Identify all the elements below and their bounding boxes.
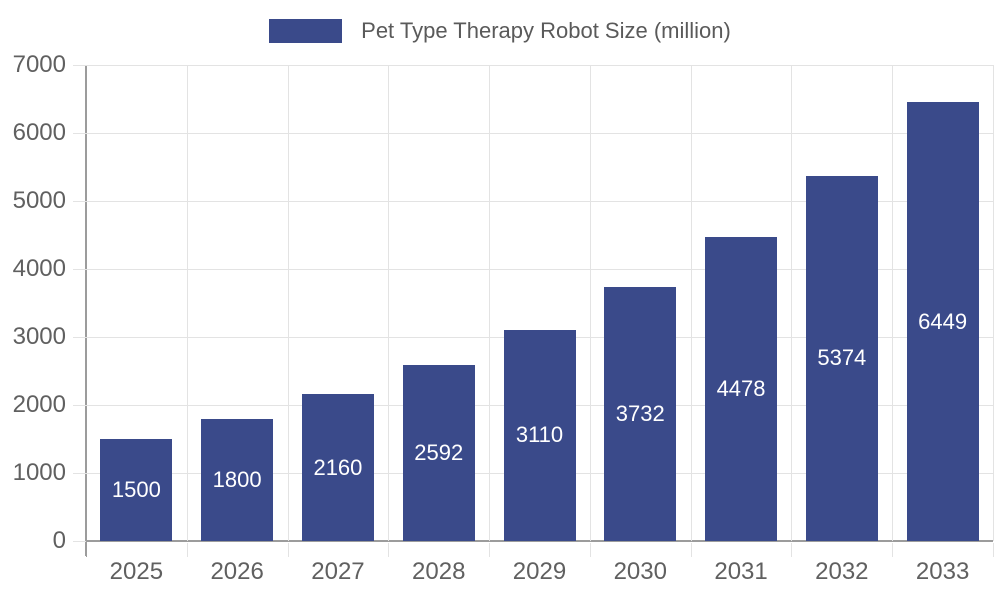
- bar-value-label: 3110: [515, 422, 564, 448]
- y-axis-line: [85, 65, 87, 556]
- x-tick-mark: [388, 543, 390, 557]
- x-tick-mark: [186, 543, 188, 557]
- x-tick-mark: [489, 543, 491, 557]
- y-tick-mark: [73, 337, 86, 338]
- y-tick-mark: [73, 405, 86, 406]
- bar-value-label: 2160: [313, 454, 363, 480]
- bar-value-label: 3732: [615, 401, 665, 427]
- y-tick-label: 0: [52, 527, 66, 554]
- bar-value-label: 1500: [111, 477, 161, 502]
- y-tick-label: 2000: [12, 391, 66, 418]
- x-axis-line: [86, 540, 993, 542]
- y-tick-label: 3000: [12, 323, 66, 350]
- h-gridline: [86, 65, 993, 66]
- y-tick-mark: [73, 473, 86, 474]
- y-tick-label: 7000: [12, 51, 66, 78]
- y-tick-label: 1000: [12, 459, 66, 486]
- bar-value-label: 2592: [414, 439, 464, 465]
- h-gridline: [86, 269, 993, 270]
- y-tick-label: 5000: [12, 187, 66, 214]
- x-tick-mark: [993, 543, 994, 557]
- bar-value-label: 6449: [918, 308, 968, 334]
- bar: 3732: [604, 287, 677, 541]
- v-gridline: [489, 65, 491, 541]
- x-tick-mark: [791, 543, 793, 557]
- y-tick-label: 6000: [12, 119, 66, 146]
- bar: 2160: [301, 394, 374, 541]
- y-tick-mark: [73, 65, 86, 66]
- bar: 6449: [906, 102, 979, 541]
- bar: 1500: [100, 439, 173, 541]
- legend-label: Pet Type Therapy Robot Size (million): [361, 18, 731, 43]
- plot-area: 0 1000 2000 3000 4000 5000 6000 7000 1500 2025 180…: [13, 51, 994, 585]
- v-gridline: [791, 65, 793, 541]
- x-tick-mark: [589, 543, 591, 557]
- x-tick-label: 2027: [311, 558, 365, 585]
- v-gridline: [892, 65, 894, 541]
- v-gridline: [186, 65, 188, 541]
- h-gridline: [86, 133, 993, 134]
- legend-swatch-icon: [269, 19, 343, 43]
- y-tick-mark: [73, 133, 86, 134]
- v-gridline: [589, 65, 591, 541]
- x-tick-label: 2026: [210, 558, 264, 585]
- x-tick-label: 2028: [412, 558, 466, 585]
- x-tick-label: 2032: [815, 558, 869, 585]
- h-gridline: [86, 201, 993, 202]
- v-gridline: [287, 65, 289, 541]
- v-gridline: [993, 65, 994, 541]
- x-tick-mark: [86, 543, 87, 557]
- v-gridline: [388, 65, 390, 541]
- x-tick-label: 2031: [714, 558, 768, 585]
- chart-legend[interactable]: Pet Type Therapy Robot Size (million): [0, 17, 1000, 45]
- x-tick-mark: [892, 543, 894, 557]
- bar: 1800: [201, 418, 274, 541]
- bar: 3110: [503, 329, 576, 541]
- bar-value-label: 4478: [716, 375, 766, 401]
- x-tick-label: 2030: [613, 558, 667, 585]
- x-tick-mark: [287, 543, 289, 557]
- y-tick-mark: [73, 269, 86, 270]
- x-tick-mark: [690, 543, 692, 557]
- bar-value-label: 5374: [817, 345, 867, 371]
- bar: 5374: [805, 175, 878, 541]
- x-tick-label: 2025: [109, 558, 164, 585]
- x-tick-label: 2033: [915, 558, 970, 585]
- bar: 4478: [705, 236, 778, 541]
- bar: 2592: [402, 364, 475, 541]
- y-tick-label: 4000: [12, 255, 66, 282]
- y-tick-mark: [73, 541, 86, 542]
- v-gridline: [690, 65, 692, 541]
- y-tick-mark: [73, 201, 86, 202]
- bar-value-label: 1800: [212, 466, 262, 492]
- x-tick-label: 2029: [512, 558, 567, 585]
